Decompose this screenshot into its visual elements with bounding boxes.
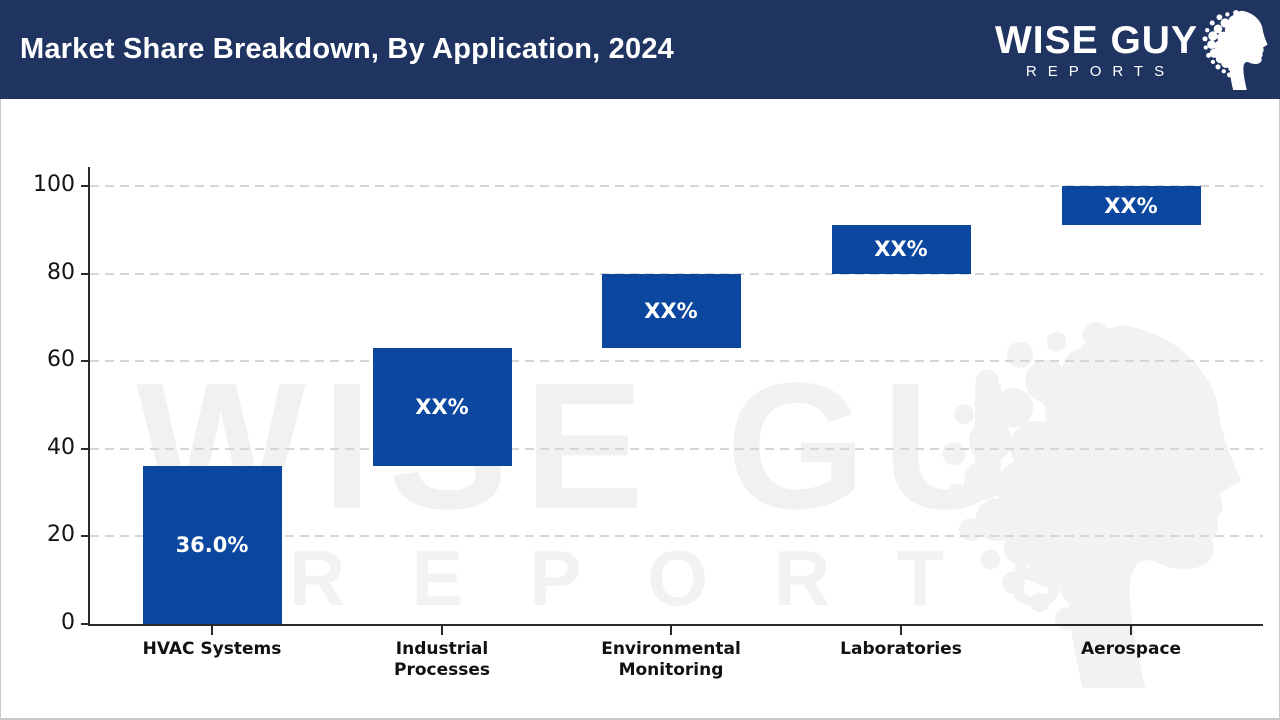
x-axis-tick bbox=[670, 626, 672, 635]
x-axis-category-label: Industrial Processes bbox=[393, 639, 490, 681]
bar-value-label: 36.0% bbox=[175, 533, 249, 558]
bar-hvac-systems: 36.0% bbox=[142, 466, 282, 624]
y-axis-tick-label: 0 bbox=[61, 610, 75, 635]
brand-logo: WISE GUY REPORTS bbox=[995, 4, 1272, 96]
x-axis-category-label: Aerospace bbox=[1080, 639, 1182, 659]
bar-laboratories: XX% bbox=[831, 225, 971, 274]
bar-value-label: XX% bbox=[1104, 193, 1158, 218]
y-axis-tick bbox=[81, 185, 89, 187]
head-profile-icon bbox=[1202, 10, 1268, 90]
bar-industrial-processes: XX% bbox=[372, 348, 512, 467]
y-axis-tick-label: 80 bbox=[47, 259, 75, 285]
y-axis-tick-label: 20 bbox=[47, 522, 75, 548]
plot-area: 0 20 40 60 80 100 36.0% HVAC Systems XX% Industri… bbox=[1, 99, 1279, 718]
watermark-text-reports: REPORTS bbox=[289, 534, 1129, 622]
x-axis-line bbox=[88, 624, 1263, 626]
y-axis-tick bbox=[81, 623, 89, 625]
x-axis-category-label: Environmental Monitoring bbox=[601, 639, 741, 681]
gridline bbox=[90, 535, 1263, 538]
y-axis-tick bbox=[81, 360, 89, 363]
x-axis-tick bbox=[211, 626, 213, 635]
bar-value-label: XX% bbox=[874, 237, 928, 262]
brand-logo-subname: REPORTS bbox=[1025, 62, 1176, 80]
gridline bbox=[90, 360, 1263, 363]
brand-logo-text: WISE GUY REPORTS bbox=[995, 21, 1198, 80]
bar-environmental-monitoring: XX% bbox=[601, 273, 741, 349]
watermark-head-profile bbox=[942, 321, 1242, 689]
y-axis-line bbox=[88, 167, 90, 626]
gridline bbox=[90, 185, 1263, 187]
brand-logo-name: WISE GUY bbox=[994, 18, 1198, 62]
bar-value-label: XX% bbox=[644, 298, 698, 323]
y-axis-tick-label: 100 bbox=[33, 172, 75, 197]
x-axis-category-label: Laboratories bbox=[840, 639, 962, 659]
x-axis-tick bbox=[900, 626, 902, 635]
y-axis-tick bbox=[81, 535, 89, 538]
gridline bbox=[90, 447, 1263, 450]
x-axis-category-label: HVAC Systems bbox=[142, 639, 282, 659]
y-axis-tick bbox=[81, 447, 89, 450]
chart-canvas: WISE GUY REPORTS bbox=[0, 99, 1280, 720]
x-axis-tick bbox=[1130, 626, 1132, 635]
y-axis-tick bbox=[81, 272, 89, 275]
bar-value-label: XX% bbox=[415, 395, 469, 420]
header-band: Market Share Breakdown, By Application, … bbox=[0, 0, 1280, 99]
y-axis-tick-label: 40 bbox=[47, 434, 75, 460]
page-title: Market Share Breakdown, By Application, … bbox=[20, 33, 674, 65]
x-axis-tick bbox=[441, 626, 443, 635]
bar-aerospace: XX% bbox=[1061, 186, 1201, 226]
y-axis-tick-label: 60 bbox=[47, 347, 75, 373]
